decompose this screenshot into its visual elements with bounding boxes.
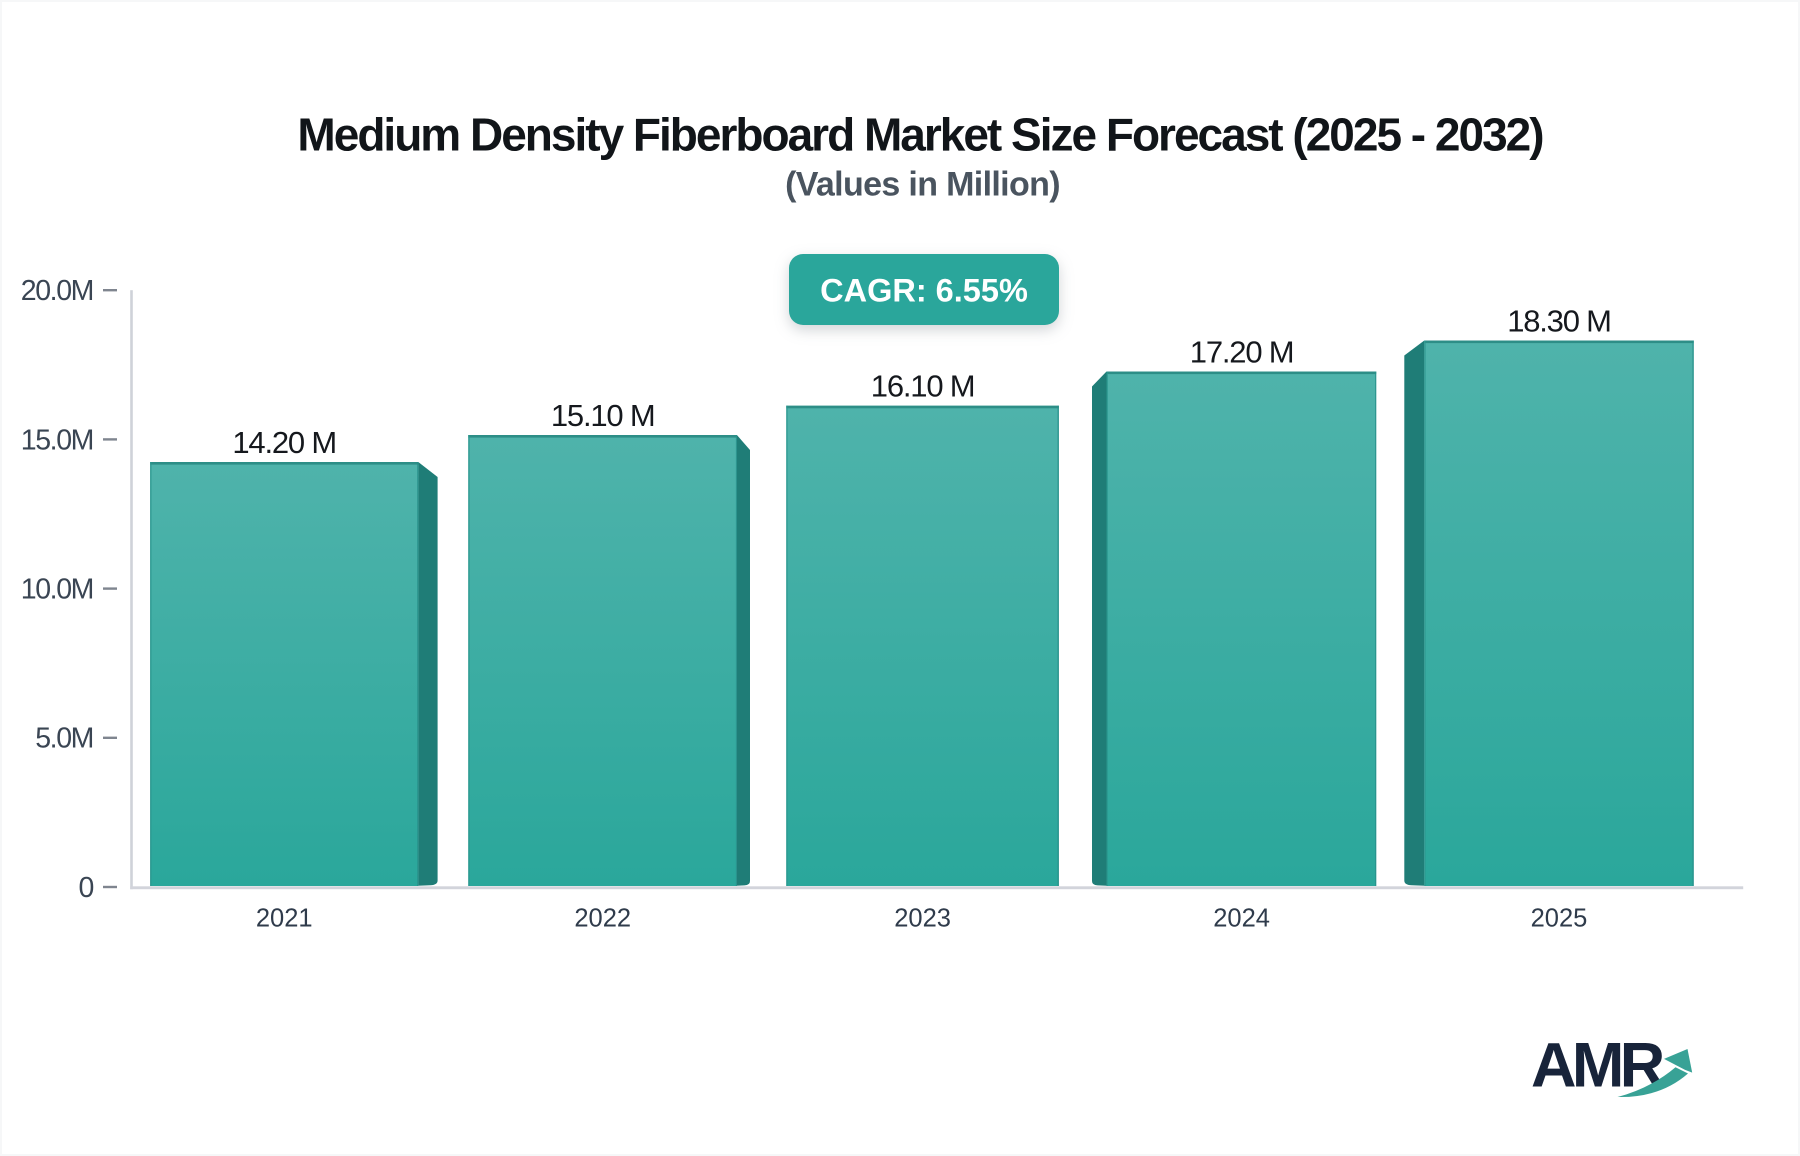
svg-text:18.30 M: 18.30 M [1507,303,1611,338]
svg-text:5.0M: 5.0M [35,723,93,755]
svg-text:16.10 M: 16.10 M [871,369,975,404]
svg-text:CAGR: 6.55%: CAGR: 6.55% [820,272,1028,308]
svg-text:2022: 2022 [574,905,631,933]
svg-text:10.0M: 10.0M [21,574,93,606]
svg-text:14.20 M: 14.20 M [232,425,336,460]
svg-text:15.0M: 15.0M [21,424,93,456]
svg-text:2025: 2025 [1531,905,1588,933]
svg-text:17.20 M: 17.20 M [1190,334,1294,369]
svg-text:0: 0 [79,872,94,904]
svg-text:15.10 M: 15.10 M [551,398,655,433]
svg-text:20.0M: 20.0M [21,275,93,307]
svg-text:Medium Density Fiberboard Mark: Medium Density Fiberboard Market Size Fo… [297,109,1543,161]
svg-text:2023: 2023 [894,905,951,933]
svg-text:2024: 2024 [1213,905,1270,933]
svg-text:2021: 2021 [256,905,313,933]
svg-text:(Values in Million): (Values in Million) [785,165,1060,203]
